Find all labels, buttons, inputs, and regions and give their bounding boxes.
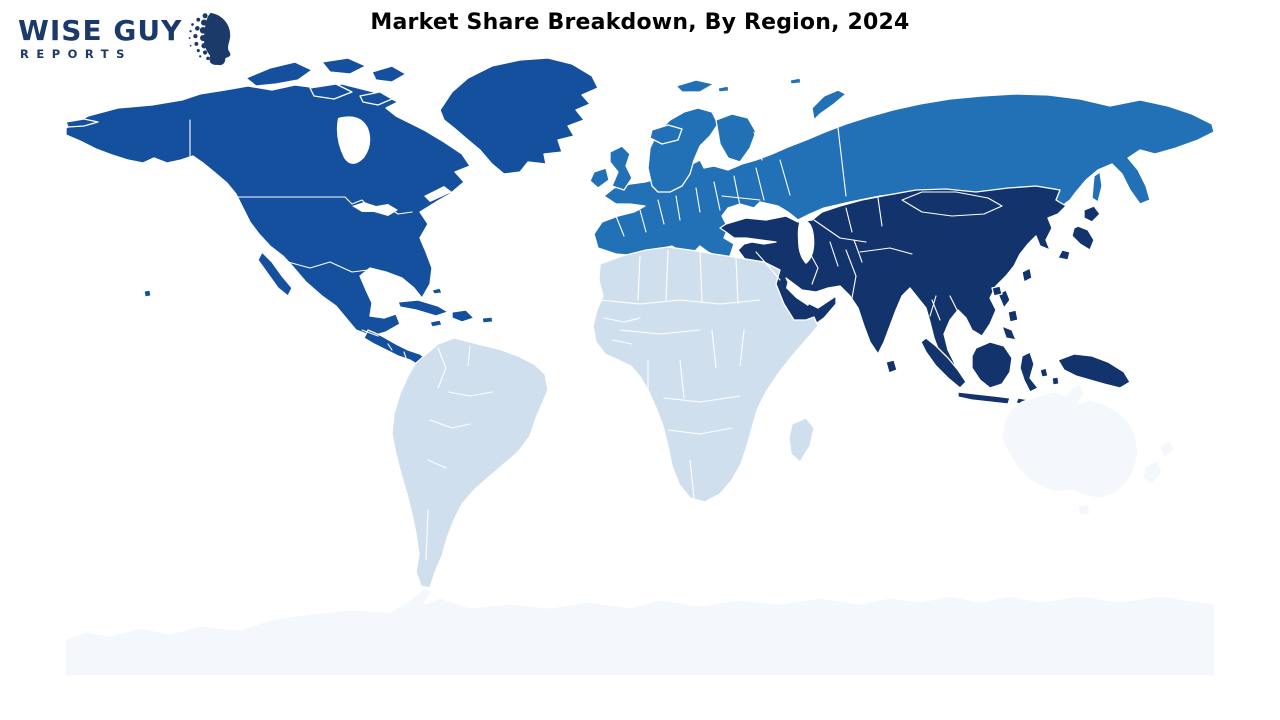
antarctica [64,587,1216,677]
japan-honshu [1071,225,1095,251]
sumatra [920,337,967,389]
finland [715,113,757,163]
new-zealand-south [1141,459,1163,485]
new-zealand-north [1159,439,1175,459]
japan-hokkaido [1083,205,1101,223]
page-title: Market Share Breakdown, By Region, 2024 [370,10,910,35]
inland-water [336,116,452,216]
iceland [649,124,683,145]
dotted-head-profile-icon [188,12,231,66]
novaya-zemlya [811,89,847,121]
persian-gulf [786,280,812,306]
japan-kyushu [1057,249,1071,261]
borneo [971,341,1013,389]
madagascar [788,417,815,463]
australia [1001,383,1139,499]
country-borders [189,119,1003,561]
hawaii [143,289,152,298]
great-britain [609,145,633,191]
greenland [439,57,599,175]
region-south-america-africa[interactable] [391,246,819,589]
sulawesi [1019,351,1039,393]
sakhalin [1091,171,1103,203]
logo-subtitle: REPORTS [20,47,132,62]
hispaniola [451,309,475,323]
cuba [397,299,449,317]
taiwan [1021,267,1033,283]
logo-wordmark: WISE GUY [18,14,183,48]
region-north-america[interactable] [65,57,599,367]
svalbard [675,79,715,93]
java [957,391,1011,405]
new-guinea [1057,353,1131,389]
st-lawrence [424,186,452,202]
tasmania [1077,503,1091,517]
ireland [589,167,610,189]
wise-guy-reports-logo: WISE GUY REPORTS [18,9,236,69]
region-oceania-antarctica[interactable] [64,383,1216,677]
baja-california [257,251,293,297]
africa [592,246,819,503]
hudson-bay [336,116,371,164]
north-america-mainland [65,83,471,337]
south-america [391,337,549,589]
sri-lanka [885,359,898,374]
